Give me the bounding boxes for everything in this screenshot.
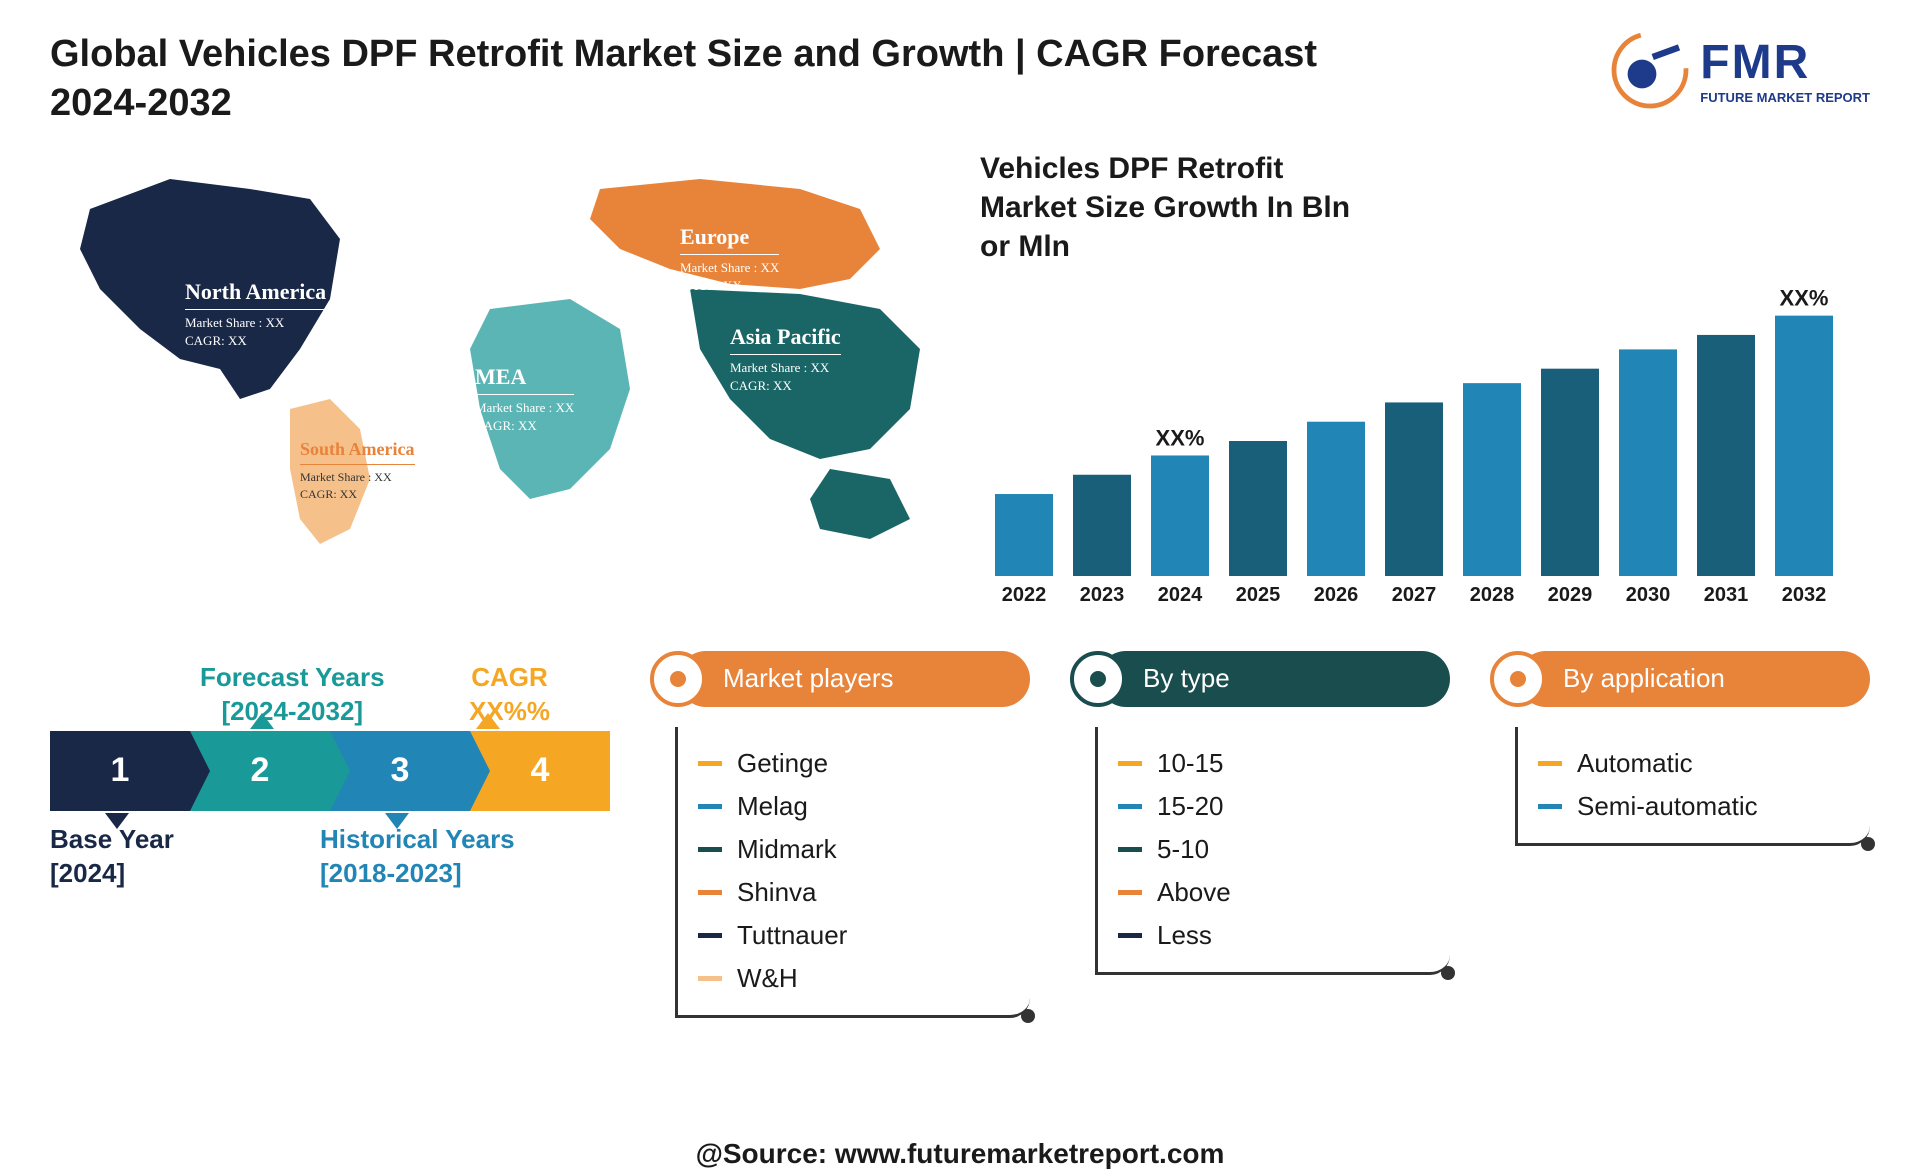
pill-section-1: By type 10-15 15-20 5-10 Above Less — [1070, 651, 1450, 1018]
pill-list: Getinge Melag Midmark Shinva Tuttnauer W&H — [675, 727, 1030, 1018]
bar-2024 — [1151, 455, 1209, 576]
pill-circle-icon — [1070, 651, 1126, 707]
historical-label: Historical Years[2018-2023] — [320, 823, 515, 891]
bar-year-label: 2030 — [1626, 584, 1671, 606]
pill-circle-icon — [650, 651, 706, 707]
pill-item-label: 10-15 — [1157, 748, 1224, 779]
pill-item: Getinge — [678, 742, 1030, 785]
pill-item: Melag — [678, 785, 1030, 828]
bar-year-label: 2025 — [1236, 584, 1281, 606]
forecast-label: Forecast Years[2024-2032] — [200, 661, 385, 729]
bar-2026 — [1307, 421, 1365, 575]
pill-item-label: 15-20 — [1157, 791, 1224, 822]
timeline: Forecast Years[2024-2032] CAGRXX%% 1234 … — [50, 651, 610, 811]
bar-year-label: 2028 — [1470, 584, 1515, 606]
pill-item-label: Tuttnauer — [737, 920, 847, 951]
pill-item-label: Semi-automatic — [1577, 791, 1758, 822]
bar-value-label: XX% — [1156, 425, 1205, 450]
bar-year-label: 2023 — [1080, 584, 1125, 606]
fmr-logo: FMR FUTURE MARKET REPORT — [1610, 30, 1870, 110]
region-label-mea: MEAMarket Share : XXCAGR: XX — [475, 364, 574, 435]
logo-text-sub: FUTURE MARKET REPORT — [1700, 90, 1870, 105]
pill-title: Market players — [678, 651, 1030, 707]
pill-item: Above — [1098, 871, 1450, 914]
pill-item-label: Shinva — [737, 877, 817, 908]
pill-item: Less — [1098, 914, 1450, 957]
bar-year-label: 2026 — [1314, 584, 1359, 606]
pill-item: Midmark — [678, 828, 1030, 871]
pill-item: W&H — [678, 957, 1030, 1000]
pill-section-0: Market players Getinge Melag Midmark Shinva… — [650, 651, 1030, 1018]
pill-item-label: 5-10 — [1157, 834, 1209, 865]
world-map: North AmericaMarket Share : XXCAGR: XX So… — [50, 149, 950, 549]
pill-item: 15-20 — [1098, 785, 1450, 828]
region-label-eu: EuropeMarket Share : XXCAGR: XX — [680, 224, 779, 295]
base-year-label: Base Year[2024] — [50, 823, 174, 891]
pill-item-label: Less — [1157, 920, 1212, 951]
bar-2023 — [1073, 475, 1131, 576]
timeline-step-4: 4 — [470, 731, 610, 811]
bar-2032 — [1775, 315, 1833, 575]
pill-item-label: Midmark — [737, 834, 837, 865]
pill-list: Automatic Semi-automatic — [1515, 727, 1870, 846]
bar-2022 — [995, 494, 1053, 576]
bar-2030 — [1619, 349, 1677, 576]
bar-2025 — [1229, 441, 1287, 576]
bar-year-label: 2024 — [1158, 584, 1203, 606]
bar-2028 — [1463, 383, 1521, 576]
pill-item-label: Melag — [737, 791, 808, 822]
region-label-na: North AmericaMarket Share : XXCAGR: XX — [185, 279, 326, 350]
bar-year-label: 2022 — [1002, 584, 1047, 606]
pill-item: 10-15 — [1098, 742, 1450, 785]
pill-title: By type — [1098, 651, 1450, 707]
bar-year-label: 2029 — [1548, 584, 1593, 606]
bar-year-label: 2027 — [1392, 584, 1437, 606]
bar-year-label: 2031 — [1704, 584, 1749, 606]
pill-item-label: Automatic — [1577, 748, 1693, 779]
pill-circle-icon — [1490, 651, 1546, 707]
pill-item-label: W&H — [737, 963, 798, 994]
pill-section-2: By application Automatic Semi-automatic — [1490, 651, 1870, 1018]
bar-year-label: 2032 — [1782, 584, 1827, 606]
timeline-step-2: 2 — [190, 731, 330, 811]
region-label-sa: South AmericaMarket Share : XXCAGR: XX — [300, 439, 415, 503]
bar-2027 — [1385, 402, 1443, 576]
page-title: Global Vehicles DPF Retrofit Market Size… — [50, 30, 1350, 129]
chart-title: Vehicles DPF Retrofit Market Size Growth… — [980, 149, 1380, 266]
pill-title: By application — [1518, 651, 1870, 707]
timeline-step-3: 3 — [330, 731, 470, 811]
bar-2031 — [1697, 335, 1755, 576]
region-label-ap: Asia PacificMarket Share : XXCAGR: XX — [730, 324, 841, 395]
pill-item-label: Getinge — [737, 748, 828, 779]
pill-item: Semi-automatic — [1518, 785, 1870, 828]
pill-item: 5-10 — [1098, 828, 1450, 871]
pill-list: 10-15 15-20 5-10 Above Less — [1095, 727, 1450, 975]
source-attribution: @Source: www.futuremarketreport.com — [50, 1138, 1870, 1170]
bar-chart: Vehicles DPF Retrofit Market Size Growth… — [980, 149, 1870, 621]
pill-item: Tuttnauer — [678, 914, 1030, 957]
timeline-step-1: 1 — [50, 731, 190, 811]
pill-item: Automatic — [1518, 742, 1870, 785]
pill-item-label: Above — [1157, 877, 1231, 908]
pill-item: Shinva — [678, 871, 1030, 914]
logo-text-main: FMR — [1700, 35, 1870, 90]
bar-2029 — [1541, 368, 1599, 575]
bar-value-label: XX% — [1780, 286, 1829, 311]
logo-icon — [1610, 30, 1690, 110]
